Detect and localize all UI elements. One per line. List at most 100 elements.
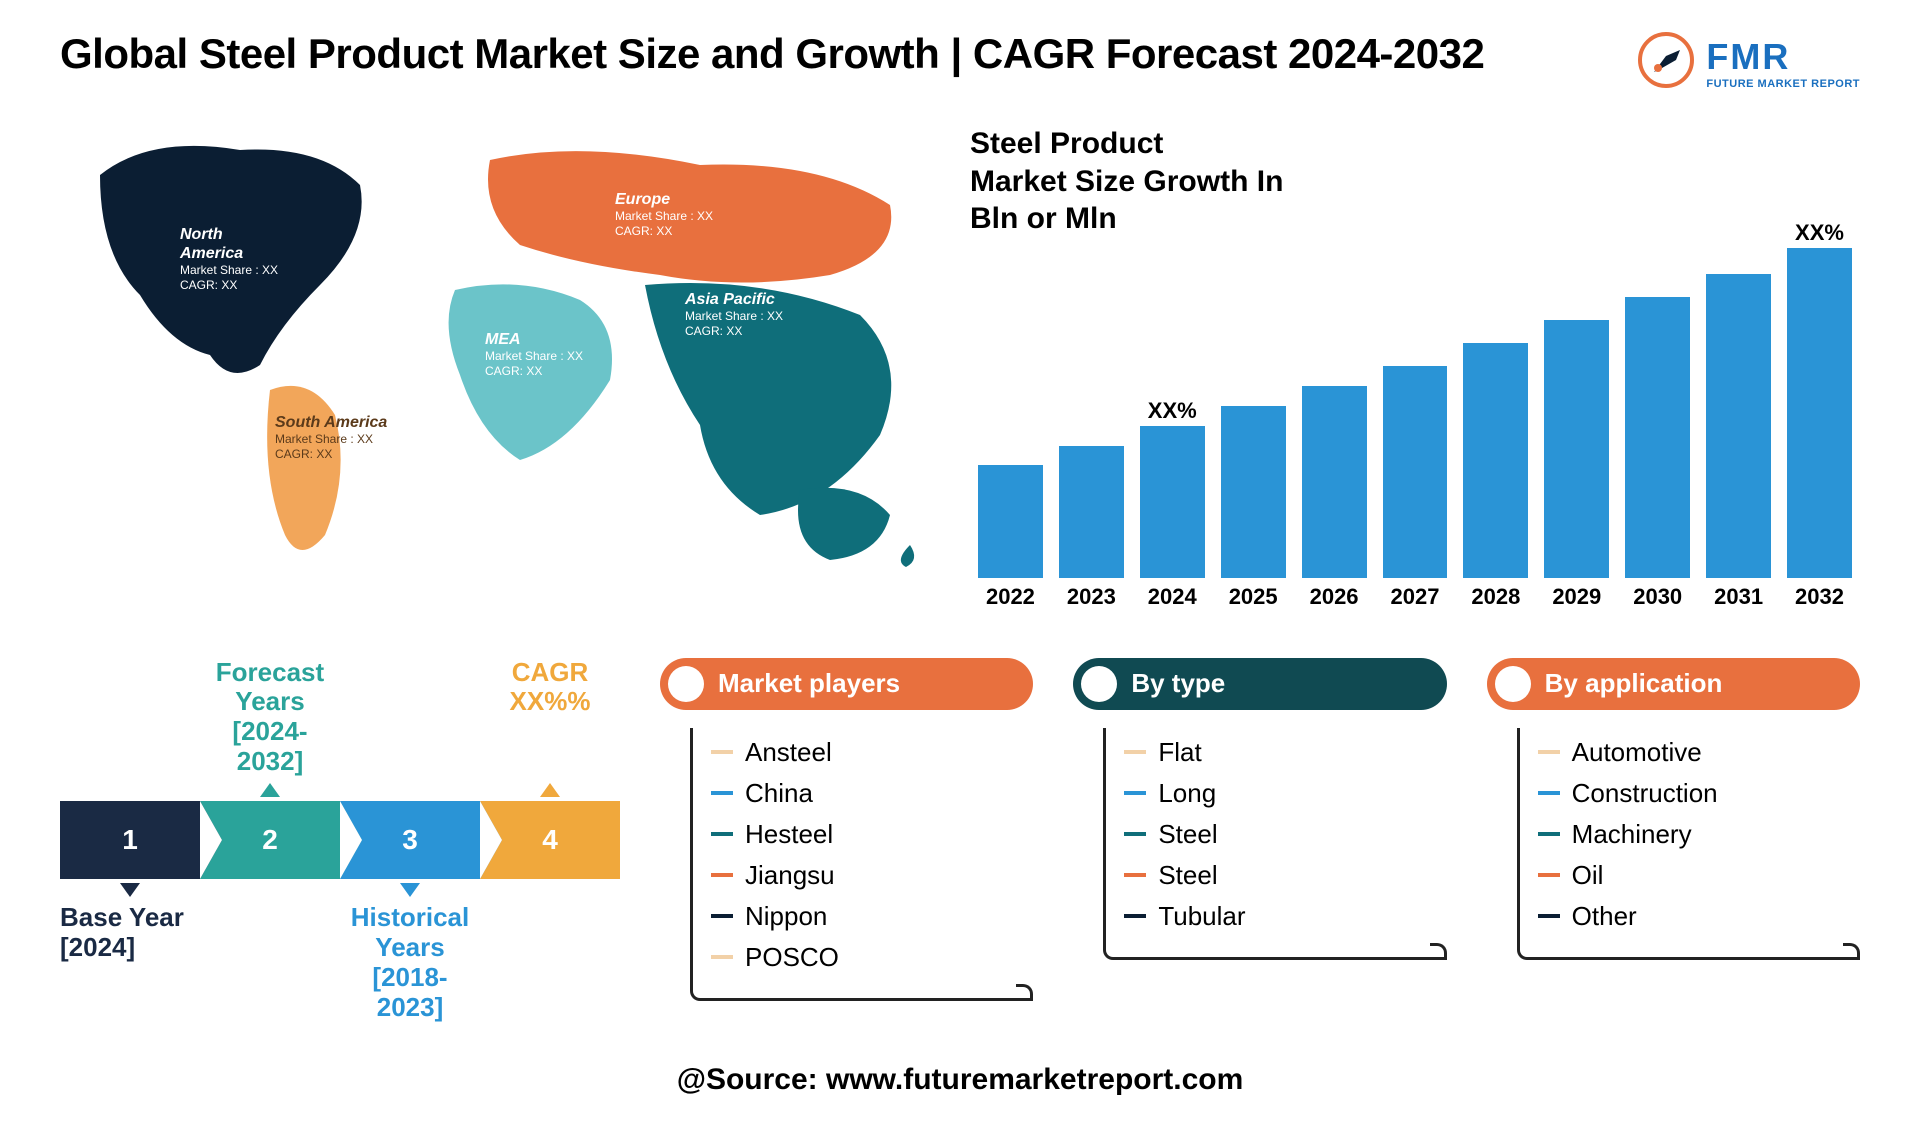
sa-share: Market Share : XX: [275, 432, 387, 446]
bar-label: 2031: [1706, 584, 1771, 610]
list-item-label: Hesteel: [745, 819, 833, 850]
tick-icon: [711, 832, 733, 836]
eu-name: Europe: [615, 190, 713, 209]
bar: [1463, 343, 1528, 577]
pointer-down-icon: [120, 883, 140, 897]
timeline: Forecast Years [2024-2032] CAGR XX%% 123…: [60, 658, 620, 1023]
list-item: China: [693, 773, 1033, 814]
tick-icon: [1124, 750, 1146, 754]
bar: XX%: [1787, 248, 1852, 578]
list-item: Oil: [1520, 855, 1860, 896]
page-title: Global Steel Product Market Size and Gro…: [60, 30, 1484, 78]
bar-label: 2025: [1221, 584, 1286, 610]
bars-row: XX%XX%: [970, 248, 1860, 578]
logo-sub-text: FUTURE MARKET REPORT: [1706, 78, 1860, 90]
bar-rect: [1544, 320, 1609, 577]
list-item: Tubular: [1106, 896, 1446, 937]
tick-icon: [1124, 873, 1146, 877]
list-item: POSCO: [693, 937, 1033, 978]
tick-icon: [1538, 750, 1560, 754]
bar-label: 2029: [1544, 584, 1609, 610]
source-line: @Source: www.futuremarketreport.com: [0, 1063, 1920, 1097]
pointer-down-icon: [400, 883, 420, 897]
list-item: Long: [1106, 773, 1446, 814]
tick-icon: [1124, 791, 1146, 795]
bar: [1059, 446, 1124, 578]
list-item-label: Ansteel: [745, 737, 832, 768]
dot-icon: [1495, 666, 1531, 702]
bar: XX%: [1140, 426, 1205, 578]
tick-icon: [1538, 791, 1560, 795]
list-item-label: Automotive: [1572, 737, 1702, 768]
list-item-label: Construction: [1572, 778, 1718, 809]
list-item-label: Steel: [1158, 819, 1217, 850]
sa-cagr: CAGR: XX: [275, 447, 387, 461]
forecast-range: [2024-2032]: [200, 717, 340, 777]
bar-label: 2030: [1625, 584, 1690, 610]
na-name: NorthAmerica: [180, 225, 278, 263]
bar-label: 2028: [1463, 584, 1528, 610]
market-players-pill: Market players: [660, 658, 1033, 710]
world-map: NorthAmerica Market Share : XX CAGR: XX …: [60, 115, 940, 585]
pointer-up-icon: [260, 783, 280, 797]
mea-share: Market Share : XX: [485, 349, 583, 363]
hist-range: [2018-2023]: [340, 963, 480, 1023]
bar-label: 2024: [1140, 584, 1205, 610]
list-item-label: POSCO: [745, 942, 839, 973]
bar: [1383, 366, 1448, 577]
list-item-label: Other: [1572, 901, 1637, 932]
cagr-label: CAGR: [512, 657, 589, 687]
australia: [798, 488, 890, 560]
bar-rect: [1140, 426, 1205, 578]
bar-rect: [1706, 274, 1771, 578]
list-item: Jiangsu: [693, 855, 1033, 896]
bar-label: 2022: [978, 584, 1043, 610]
timeline-seg: 1: [60, 801, 200, 879]
bar-rect: [1787, 248, 1852, 578]
mea-name: MEA: [485, 330, 583, 349]
list-item-label: Steel: [1158, 860, 1217, 891]
telescope-icon: [1636, 30, 1696, 95]
list-item: Ansteel: [693, 732, 1033, 773]
type-list: FlatLongSteelSteelTubular: [1103, 728, 1446, 960]
list-item: Construction: [1520, 773, 1860, 814]
dot-icon: [1081, 666, 1117, 702]
list-item: Automotive: [1520, 732, 1860, 773]
forecast-label: Forecast Years: [216, 657, 324, 717]
base-label: Base Year: [60, 902, 184, 932]
south-america: [267, 386, 340, 550]
pointer-up-icon: [540, 783, 560, 797]
list-item-label: Oil: [1572, 860, 1604, 891]
list-item: Machinery: [1520, 814, 1860, 855]
fmr-logo: FMR FUTURE MARKET REPORT: [1636, 30, 1860, 95]
bar-rect: [1625, 297, 1690, 578]
tick-icon: [711, 750, 733, 754]
bar: [1625, 297, 1690, 578]
list-item-label: Nippon: [745, 901, 827, 932]
tick-icon: [1124, 914, 1146, 918]
tick-icon: [711, 873, 733, 877]
tick-icon: [1538, 914, 1560, 918]
type-title: By type: [1131, 668, 1225, 699]
by-type-pill: By type: [1073, 658, 1446, 710]
market-players-col: Market players Ansteel China Hesteel Jiangs…: [660, 658, 1033, 1001]
bar-rect: [1383, 366, 1448, 577]
bar: [1706, 274, 1771, 578]
bar-note: XX%: [1148, 398, 1197, 424]
bar-rect: [1059, 446, 1124, 578]
labels-row: 2022202320242025202620272028202920302031…: [970, 578, 1860, 610]
dot-icon: [668, 666, 704, 702]
app-list: Automotive Construction Machinery Oil Other: [1517, 728, 1860, 960]
bar-note: XX%: [1795, 220, 1844, 246]
ap-cagr: CAGR: XX: [685, 324, 783, 338]
list-item-label: China: [745, 778, 813, 809]
na-cagr: CAGR: XX: [180, 278, 278, 292]
bar: [1302, 386, 1367, 577]
list-item-label: Tubular: [1158, 901, 1245, 932]
bar-label: 2023: [1059, 584, 1124, 610]
bar-label: 2032: [1787, 584, 1852, 610]
bar: [1544, 320, 1609, 577]
ap-name: Asia Pacific: [685, 290, 783, 309]
list-item-label: Jiangsu: [745, 860, 835, 891]
timeline-bar: 1234: [60, 801, 620, 879]
